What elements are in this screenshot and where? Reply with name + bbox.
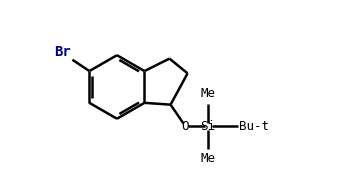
- Text: Me: Me: [200, 152, 216, 165]
- Text: Bu-t: Bu-t: [239, 120, 269, 133]
- Text: Me: Me: [200, 87, 216, 100]
- Text: O: O: [182, 120, 189, 133]
- Text: Br: Br: [55, 45, 71, 59]
- Text: Si: Si: [200, 120, 216, 133]
